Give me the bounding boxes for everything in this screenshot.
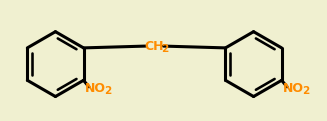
Text: 2: 2 [161,44,168,54]
Text: CH: CH [145,40,164,53]
Text: 2: 2 [104,87,111,96]
Text: NO: NO [85,82,106,95]
Text: 2: 2 [302,87,309,96]
Text: NO: NO [283,82,304,95]
